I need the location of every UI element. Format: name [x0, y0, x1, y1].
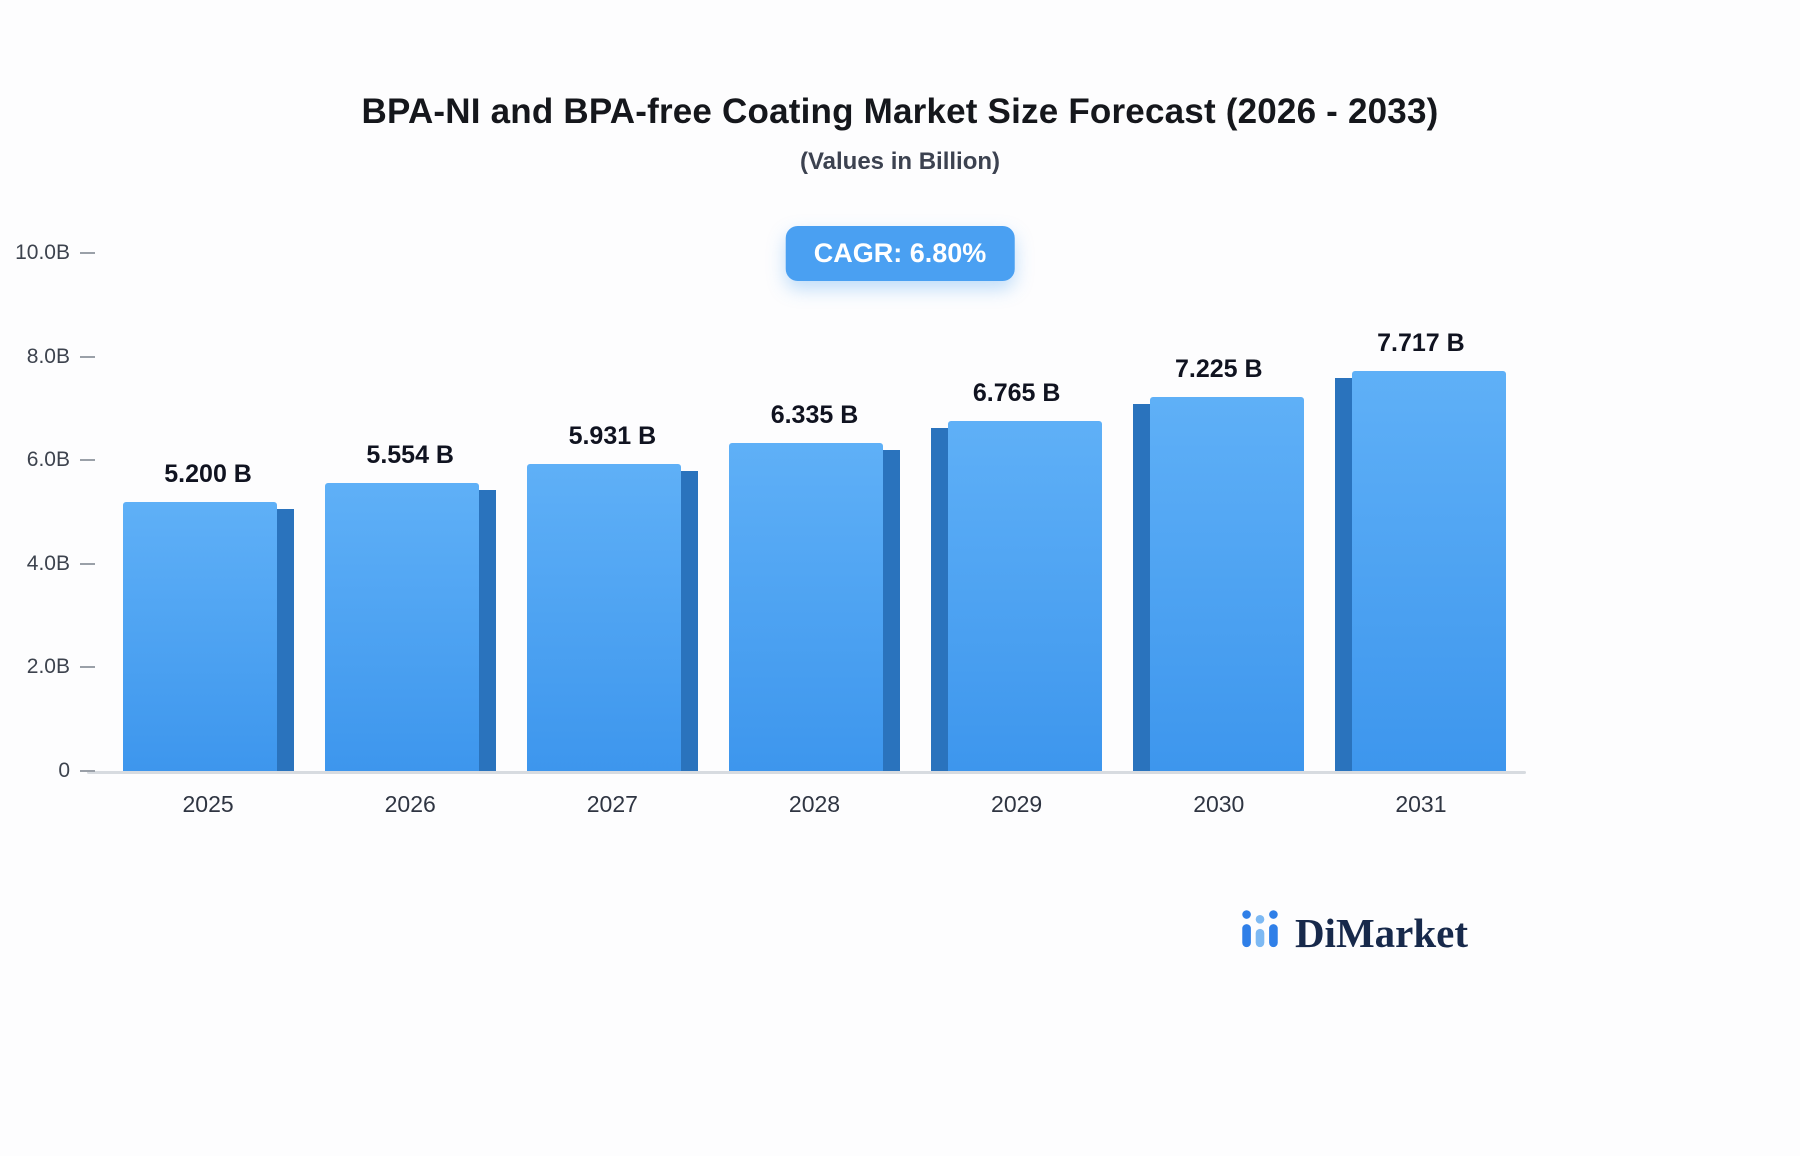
x-axis-line — [87, 771, 1526, 774]
x-axis-label: 2029 — [991, 791, 1043, 817]
bar-shade-side — [680, 470, 698, 771]
bar-face — [728, 442, 883, 771]
bar-face — [324, 483, 479, 771]
bar-face — [1150, 396, 1305, 771]
cagr-badge: CAGR: 6.80% — [785, 226, 1015, 281]
bar-value-label: 6.335 B — [770, 400, 859, 429]
y-axis-tick-mark — [80, 252, 95, 254]
y-axis-tick: 0 — [0, 759, 95, 783]
x-axis-label: 2026 — [384, 791, 436, 817]
y-axis-tick-label: 8.0B — [26, 344, 70, 368]
bar-shade-side — [882, 449, 900, 771]
bar-shade-side — [478, 490, 496, 771]
bar-slot: 5.200 B 2025 — [107, 253, 309, 817]
bar-chart-icon — [1237, 903, 1283, 954]
bars-container: 5.200 B 2025 5.554 B 2026 5.931 B 2027 6.335 B… — [107, 253, 1522, 817]
bar-chart: 0 2.0B 4.0B 6.0B 8.0B 10.0B 5.200 B 2025 5.554 … — [15, 241, 1526, 817]
bar-shade-side — [1133, 403, 1151, 771]
bar: 5.931 B — [526, 422, 698, 771]
brand-name: DiMarket — [1294, 910, 1468, 956]
y-axis-tick: 2.0B — [0, 655, 95, 679]
bar-slot: 7.225 B 2030 — [1118, 253, 1320, 817]
x-axis-label: 2028 — [788, 791, 841, 817]
bar-slot: 5.554 B 2026 — [309, 253, 511, 817]
y-axis-tick-label: 10.0B — [15, 241, 70, 264]
y-axis-tick: 6.0B — [0, 448, 95, 472]
bar-shade-side — [931, 427, 949, 771]
bar-shade-side — [276, 508, 294, 771]
bar-shade-side — [1335, 378, 1353, 771]
bar-face — [948, 420, 1103, 771]
bar-value-label: 5.554 B — [366, 441, 454, 470]
bar-value-label: 7.717 B — [1377, 329, 1465, 358]
x-axis-label: 2031 — [1395, 791, 1447, 817]
bar-slot: 6.765 B 2029 — [916, 253, 1118, 817]
bar-slot: 6.335 B 2028 — [713, 253, 915, 817]
bar-value-label: 5.200 B — [164, 459, 252, 488]
bar-value-label: 7.225 B — [1174, 354, 1263, 383]
bar: 5.200 B — [122, 460, 294, 771]
brand-logo: DiMarket — [1237, 903, 1468, 954]
bar-slot: 7.717 B 2031 — [1320, 253, 1522, 817]
bar-face — [526, 463, 681, 771]
y-axis-tick-label: 0 — [58, 759, 70, 782]
x-axis-label: 2027 — [586, 791, 638, 817]
bar: 7.225 B — [1133, 355, 1305, 771]
bar-face — [122, 501, 277, 771]
y-axis-tick-mark — [80, 770, 95, 772]
y-axis-tick-label: 4.0B — [26, 551, 70, 575]
bar-face — [1352, 371, 1507, 771]
bar-slot: 5.931 B 2027 — [511, 253, 713, 817]
y-axis-tick: 10.0B — [0, 241, 95, 265]
bar: 5.554 B — [324, 441, 496, 771]
bar: 6.765 B — [931, 379, 1103, 771]
x-axis-label: 2025 — [182, 791, 234, 817]
page-subtitle: (Values in Billion) — [799, 148, 1001, 175]
bar-value-label: 6.765 B — [972, 378, 1061, 407]
bar-value-label: 5.931 B — [568, 421, 657, 450]
x-axis-label: 2030 — [1193, 791, 1245, 817]
y-axis-tick-mark — [80, 666, 95, 669]
y-axis-tick-mark — [80, 562, 95, 565]
y-axis-tick-label: 6.0B — [26, 448, 70, 472]
y-axis-tick-mark — [80, 459, 95, 462]
y-axis-tick: 8.0B — [0, 345, 95, 369]
bar: 6.335 B — [728, 401, 900, 771]
y-axis-tick-mark — [80, 355, 95, 358]
page-title: BPA-NI and BPA-free Coating Market Size … — [361, 92, 1439, 131]
y-axis-tick-label: 2.0B — [26, 655, 70, 679]
bar: 7.717 B — [1335, 329, 1507, 771]
y-axis-tick: 4.0B — [0, 552, 95, 576]
